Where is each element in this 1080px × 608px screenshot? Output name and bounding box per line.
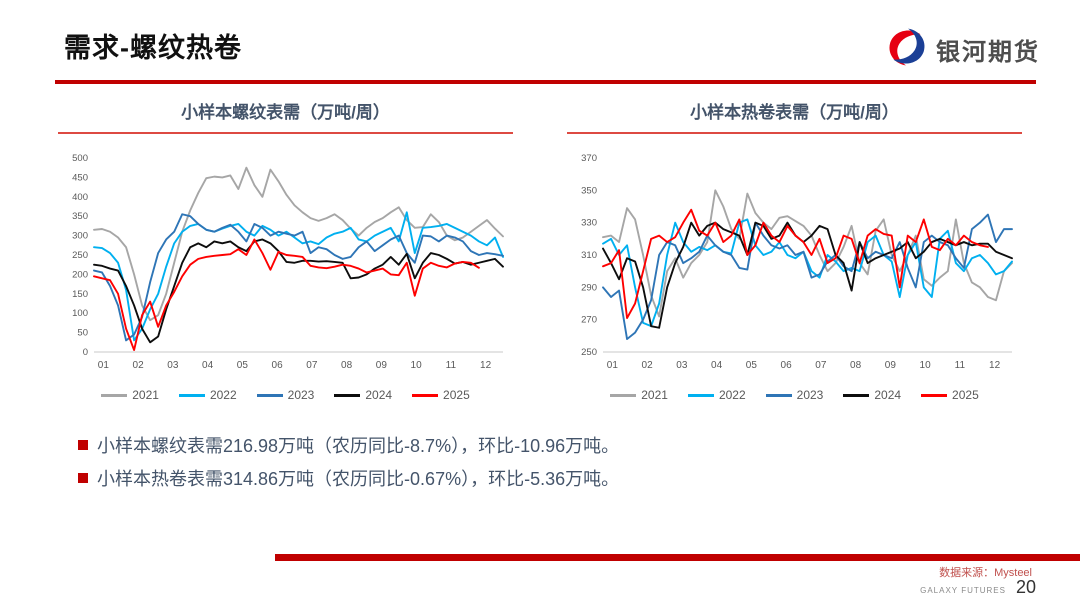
legend-label: 2022	[209, 388, 237, 402]
svg-text:310: 310	[581, 250, 597, 261]
legend-item-2023: 2023	[256, 388, 315, 402]
legend-label: 2025	[443, 388, 470, 402]
legend-item-2024: 2024	[843, 388, 901, 402]
legend-item-2022: 2022	[178, 388, 237, 402]
legend-label: 2023	[796, 388, 824, 402]
svg-text:04: 04	[711, 360, 723, 371]
svg-text:09: 09	[885, 360, 897, 371]
svg-text:08: 08	[850, 360, 862, 371]
rebar-chart-legend: 2021 2022 2023 2024 2025	[58, 388, 513, 402]
svg-text:270: 270	[581, 315, 597, 326]
charts-row: 小样本螺纹表需（万吨/周） 0 50 100 150 200 250 300 350 400 45…	[58, 98, 1022, 402]
hrc-chart-legend: 2021 2022 2023 2024 2025	[567, 388, 1022, 402]
rebar-demand-chart: 0 50 100 150 200 250 300 350 400 450 500 01 02 03 04 05…	[72, 153, 504, 371]
svg-text:01: 01	[98, 360, 110, 371]
svg-text:06: 06	[272, 360, 284, 371]
bullet-square-icon	[78, 440, 88, 450]
hrc-chart-title: 小样本热卷表需（万吨/周）	[567, 98, 1022, 134]
svg-text:03: 03	[167, 360, 179, 371]
rebar-summary-text: 小样本螺纹表需216.98万吨（农历同比-8.7%），环比-10.96万吨。	[97, 436, 620, 456]
hrc-demand-chart: 250 270 290 310 330 350 370 01 02 03 04 05 06 07 08 09 1…	[581, 153, 1013, 371]
svg-text:05: 05	[237, 360, 249, 371]
svg-text:200: 200	[72, 269, 88, 280]
svg-text:05: 05	[746, 360, 758, 371]
legend-item-2021: 2021	[610, 388, 668, 402]
legend-line-swatch	[843, 393, 870, 397]
data-source: 数据来源：Mysteel	[939, 567, 1032, 579]
legend-line-swatch	[687, 393, 714, 397]
legend-label: 2024	[365, 388, 393, 402]
legend-line-swatch	[921, 393, 948, 397]
legend-line-swatch	[178, 393, 205, 397]
svg-text:10: 10	[411, 360, 423, 371]
svg-text:01: 01	[607, 360, 619, 371]
svg-text:02: 02	[642, 360, 654, 371]
svg-text:0: 0	[83, 347, 88, 358]
legend-item-2025: 2025	[412, 388, 470, 402]
svg-text:500: 500	[72, 153, 88, 164]
legend-line-swatch	[765, 393, 792, 397]
legend-item-2022: 2022	[687, 388, 746, 402]
legend-line-swatch	[610, 393, 637, 397]
svg-text:11: 11	[446, 360, 457, 371]
svg-text:400: 400	[72, 192, 88, 203]
svg-text:250: 250	[581, 347, 597, 358]
legend-line-swatch	[334, 393, 361, 397]
bullet-item: 小样本螺纹表需216.98万吨（农历同比-8.7%），环比-10.96万吨。	[78, 432, 619, 458]
rebar-chart-title: 小样本螺纹表需（万吨/周）	[58, 98, 513, 134]
galaxy-futures-logo-icon	[886, 26, 928, 73]
bullet-list: 小样本螺纹表需216.98万吨（农历同比-8.7%），环比-10.96万吨。 小…	[78, 432, 619, 498]
legend-line-swatch	[101, 393, 128, 397]
svg-text:250: 250	[72, 250, 88, 261]
svg-text:08: 08	[341, 360, 353, 371]
bullet-square-icon	[78, 473, 88, 483]
legend-label: 2021	[132, 388, 159, 402]
legend-label: 2023	[287, 388, 315, 402]
svg-text:11: 11	[955, 360, 966, 371]
svg-text:07: 07	[306, 360, 318, 371]
legend-line-swatch	[256, 393, 283, 397]
legend-item-2024: 2024	[334, 388, 392, 402]
chart-panel-rebar: 小样本螺纹表需（万吨/周） 0 50 100 150 200 250 300 350 400 45…	[58, 98, 513, 402]
footer-red-bar	[275, 554, 1080, 561]
chart-panel-hrc: 小样本热卷表需（万吨/周） 250 270 290 310 330 350 370 01 02 0…	[567, 98, 1022, 402]
svg-text:03: 03	[676, 360, 688, 371]
logo-text: 银河期货	[936, 39, 1040, 66]
title-underline	[55, 80, 1036, 84]
hrc-summary-text: 小样本热卷表需314.86万吨（农历同比-0.67%），环比-5.36万吨。	[97, 469, 620, 489]
legend-item-2025: 2025	[921, 388, 979, 402]
svg-text:150: 150	[72, 289, 88, 300]
svg-text:10: 10	[920, 360, 932, 371]
legend-item-2023: 2023	[765, 388, 824, 402]
legend-label: 2025	[952, 388, 979, 402]
page-title: 需求-螺纹热卷	[64, 33, 242, 63]
legend-line-swatch	[412, 393, 439, 397]
svg-text:06: 06	[781, 360, 793, 371]
brand-text: GALAXY FUTURES	[920, 586, 1006, 595]
legend-label: 2021	[641, 388, 668, 402]
svg-text:290: 290	[581, 282, 597, 293]
legend-item-2021: 2021	[101, 388, 159, 402]
svg-text:350: 350	[72, 211, 88, 222]
svg-text:300: 300	[72, 231, 88, 242]
page-number: 20	[1015, 577, 1036, 597]
svg-text:330: 330	[581, 218, 597, 229]
svg-text:02: 02	[133, 360, 145, 371]
galaxy-futures-logo: 银河期货	[886, 26, 1040, 73]
svg-text:04: 04	[202, 360, 214, 371]
svg-text:07: 07	[815, 360, 827, 371]
legend-label: 2024	[874, 388, 902, 402]
svg-text:12: 12	[480, 360, 492, 371]
svg-text:450: 450	[72, 172, 88, 183]
bullet-item: 小样本热卷表需314.86万吨（农历同比-0.67%），环比-5.36万吨。	[78, 465, 619, 491]
svg-text:100: 100	[72, 308, 88, 319]
svg-text:350: 350	[581, 185, 597, 196]
svg-text:370: 370	[581, 153, 597, 164]
svg-text:50: 50	[77, 328, 88, 339]
svg-text:09: 09	[376, 360, 388, 371]
footer-brand-row: GALAXY FUTURES 20	[920, 577, 1036, 598]
legend-label: 2022	[718, 388, 746, 402]
svg-text:12: 12	[989, 360, 1001, 371]
